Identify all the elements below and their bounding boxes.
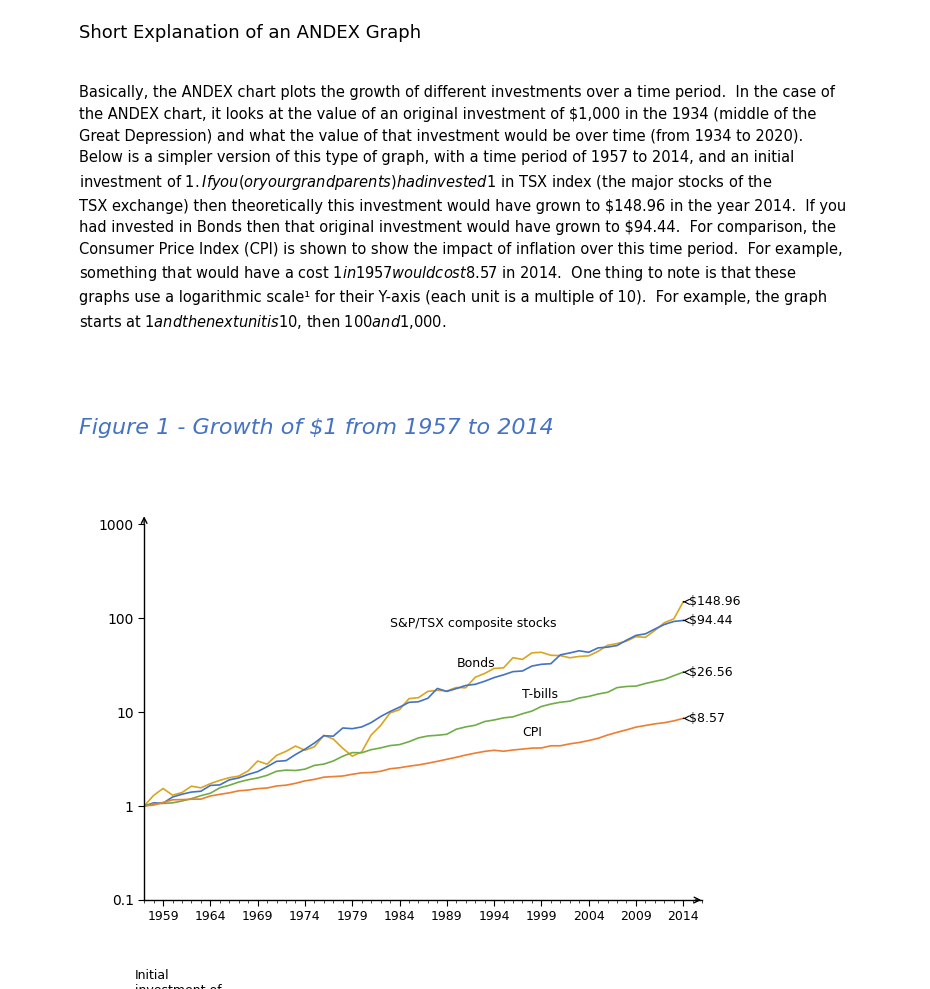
Text: $94.44: $94.44 bbox=[684, 614, 733, 627]
Text: Basically, the ANDEX chart plots the growth of different investments over a time: Basically, the ANDEX chart plots the gro… bbox=[79, 85, 846, 330]
Text: Initial
investment of
$1.00: Initial investment of $1.00 bbox=[135, 969, 221, 989]
Text: $8.57: $8.57 bbox=[684, 712, 724, 725]
Text: Short Explanation of an ANDEX Graph: Short Explanation of an ANDEX Graph bbox=[79, 24, 421, 42]
Text: $148.96: $148.96 bbox=[684, 595, 740, 608]
Text: S&P/TSX composite stocks: S&P/TSX composite stocks bbox=[390, 617, 556, 630]
Text: $26.56: $26.56 bbox=[684, 666, 733, 678]
Text: Bonds: Bonds bbox=[457, 657, 495, 671]
Text: T-bills: T-bills bbox=[523, 688, 558, 701]
Text: Figure 1 - Growth of $1 from 1957 to 2014: Figure 1 - Growth of $1 from 1957 to 201… bbox=[79, 417, 553, 438]
Text: CPI: CPI bbox=[523, 726, 542, 739]
